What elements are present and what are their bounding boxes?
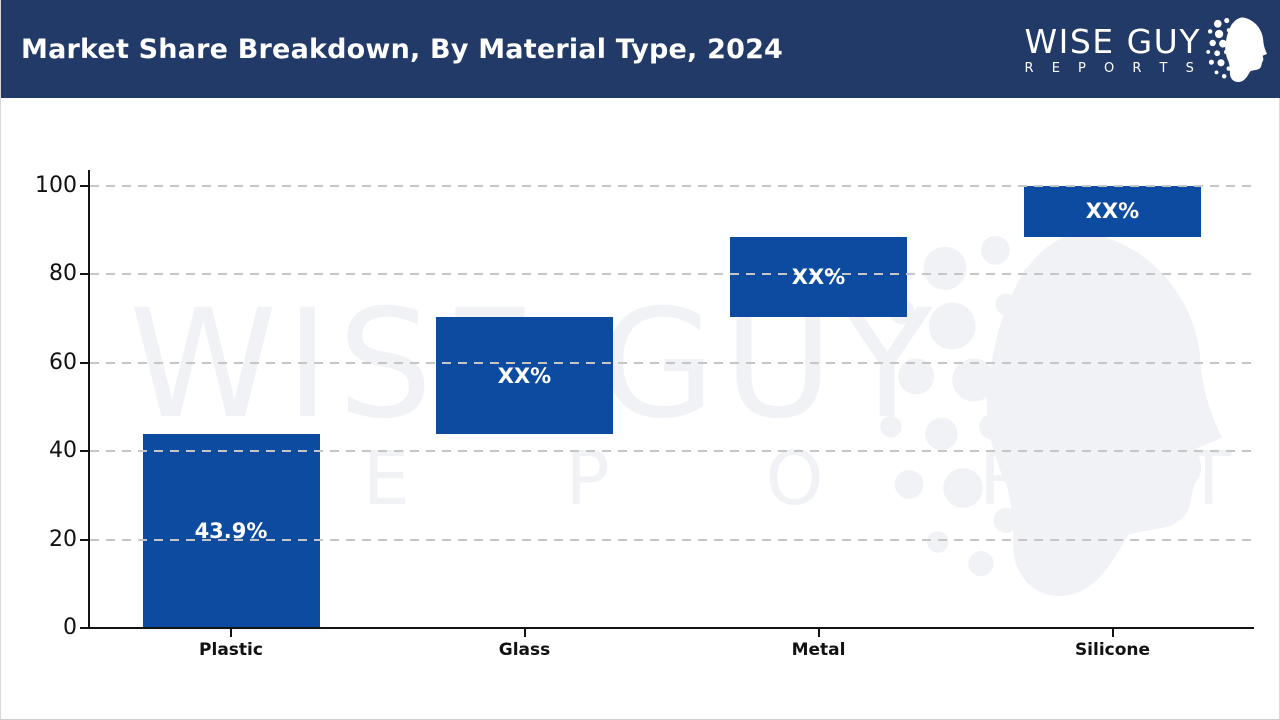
y-axis-line (88, 170, 90, 629)
brand-logo-text: WISE GUY R E P O R T S (1024, 21, 1201, 77)
bar-value-label-silicone: XX% (1085, 199, 1140, 224)
brand-subname: R E P O R T S (1024, 61, 1201, 77)
bar-value-label-glass: XX% (497, 363, 552, 388)
gridline-100 (90, 185, 1253, 187)
y-tick-80 (80, 273, 88, 276)
bar-value-label-plastic: 43.9% (194, 518, 268, 543)
y-tick-label-0: 0 (63, 615, 77, 640)
gridline-60 (90, 361, 1253, 364)
header-bar: Market Share Breakdown, By Material Type… (1, 0, 1280, 98)
bar-glass (436, 317, 613, 434)
x-tick-silicone (1111, 629, 1114, 637)
page-title: Market Share Breakdown, By Material Type… (21, 33, 784, 65)
y-tick-label-40: 40 (49, 438, 77, 464)
bar-value-label-metal: XX% (791, 265, 846, 290)
x-category-label-plastic: Plastic (199, 640, 263, 660)
brand-logo: WISE GUY R E P O R T S (1024, 6, 1269, 94)
x-category-label-metal: Metal (791, 640, 846, 660)
watermark-face-icon (873, 218, 1233, 618)
bar-silicone (1024, 186, 1201, 237)
bar-plastic (142, 433, 320, 628)
y-tick-0 (80, 627, 88, 629)
brand-name: WISE GUY (1024, 21, 1201, 61)
y-tick-label-60: 60 (49, 349, 77, 375)
y-tick-label-100: 100 (35, 173, 77, 198)
gridline-80 (90, 273, 1253, 276)
y-tick-60 (80, 361, 88, 364)
gridline-40 (90, 450, 1253, 453)
bar-metal (730, 236, 907, 318)
y-tick-100 (80, 185, 88, 187)
y-tick-20 (80, 538, 88, 541)
gridline-20 (90, 538, 1253, 541)
x-category-label-glass: Glass (498, 640, 551, 660)
x-axis-line (88, 627, 1254, 629)
x-tick-glass (523, 629, 526, 637)
x-category-label-silicone: Silicone (1074, 640, 1151, 660)
x-tick-plastic (230, 629, 232, 637)
y-tick-label-20: 20 (49, 526, 77, 552)
y-tick-40 (80, 450, 88, 453)
y-tick-label-80: 80 (49, 261, 77, 287)
wiseguy-face-icon (1205, 12, 1269, 88)
x-tick-metal (817, 629, 820, 637)
